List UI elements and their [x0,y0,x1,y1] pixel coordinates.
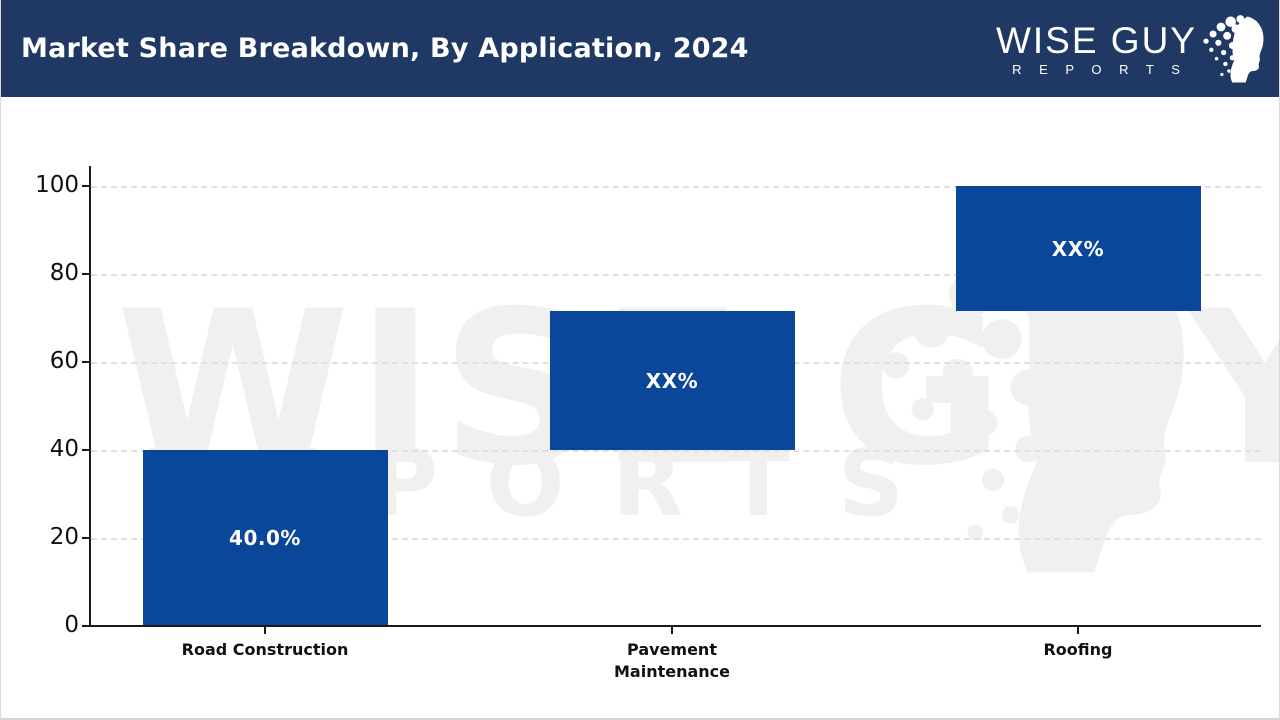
x-category-label-1: Pavement Maintenance [613,640,730,681]
x-axis-line [89,625,1261,627]
y-tick-label-20: 20 [49,524,79,551]
gridline-20 [91,538,1261,540]
report-header: Market Share Breakdown, By Application, … [1,0,1279,97]
brand-logo-text: WISE GUY R E P O R T S [996,22,1197,76]
bar-value-label: XX% [1051,236,1105,261]
y-axis-line [89,166,91,627]
y-tick-mark-0 [82,625,89,627]
y-tick-mark-80 [82,273,89,275]
x-category-label-0: Road Construction [181,640,349,659]
bar-roofing: XX% [955,186,1201,312]
y-tick-mark-60 [82,361,89,363]
y-tick-mark-40 [82,449,89,451]
x-tick-mark-2 [1077,627,1079,634]
brand-logo: WISE GUY R E P O R T S [996,9,1265,89]
bar-value-label: XX% [645,368,699,393]
y-tick-mark-100 [82,185,89,187]
x-category-label-2: Roofing [1043,640,1113,659]
y-tick-label-60: 60 [49,348,79,375]
brand-name-label: WISE GUY [995,19,1197,61]
x-tick-mark-0 [264,627,266,634]
bar-value-label: 40.0% [229,526,301,550]
gridline-80 [91,274,1261,276]
y-tick-label-100: 100 [35,172,79,199]
bar-road-construction: 40.0% [142,450,388,626]
page-title: Market Share Breakdown, By Application, … [21,33,749,64]
bar-pavement-maintenance: XX% [549,311,795,450]
x-tick-mark-1 [671,627,673,634]
y-tick-mark-20 [82,537,89,539]
gridline-40 [91,450,1261,452]
y-tick-label-80: 80 [49,260,79,287]
y-tick-label-40: 40 [49,436,79,463]
gridline-100 [91,186,1261,188]
y-tick-label-0: 0 [64,612,79,639]
brand-sub-label: R E P O R T S [1012,61,1187,77]
brand-face-icon [1203,14,1264,82]
